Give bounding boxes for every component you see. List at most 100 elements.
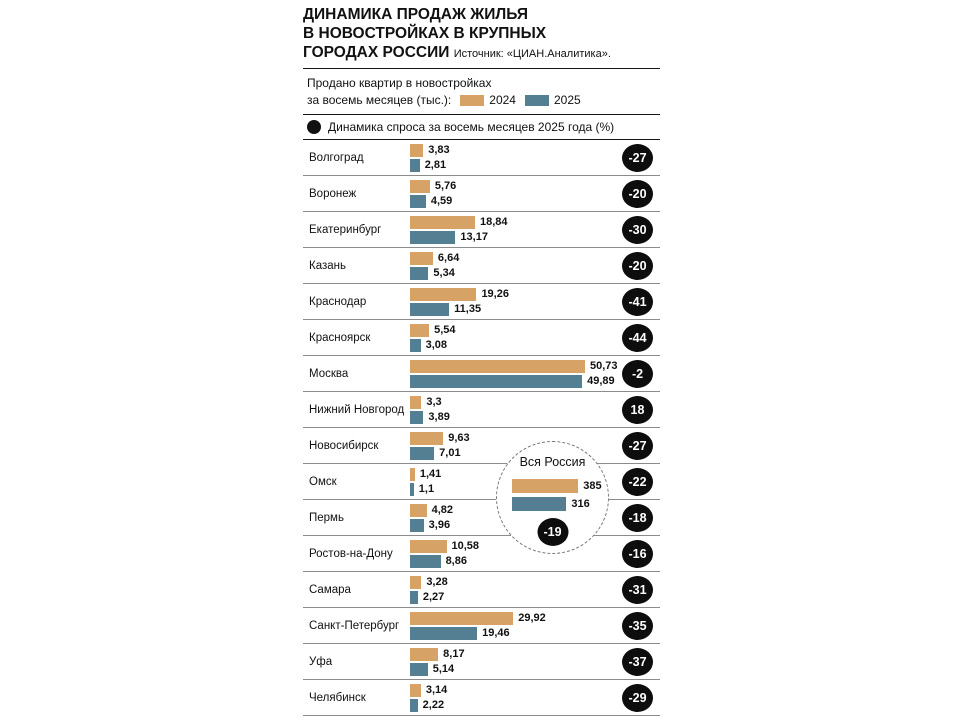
bar-2024: 8,17 [410, 648, 465, 661]
dynamics-badge: -31 [622, 575, 653, 604]
dynamics-badge: -22 [622, 467, 653, 496]
city-row: Уфа 8,17 5,14 -37 [303, 644, 660, 680]
dynamics-badge: -37 [622, 647, 653, 676]
city-row: Екатеринбург 18,84 13,17 -30 [303, 212, 660, 248]
title-line-2: В НОВОСТРОЙКАХ В КРУПНЫХ [303, 25, 547, 42]
bar-value-2024: 19,26 [481, 288, 509, 300]
city-row: Ростов-на-Дону 10,58 8,86 -16 [303, 536, 660, 572]
city-row: Красноярск 5,54 3,08 -44 [303, 320, 660, 356]
russia-inset: Вся Россия 385 316 -19 [496, 441, 609, 554]
bar-2024: 3,83 [410, 144, 450, 157]
bar-value-2025: 11,35 [454, 303, 482, 315]
bar-2025: 7,01 [410, 447, 461, 460]
dynamics-badge: -35 [622, 611, 653, 640]
dynamics-badge: -2 [622, 359, 653, 388]
bar-2024: 3,28 [410, 576, 448, 589]
dynamics-badge: 18 [622, 395, 653, 424]
city-row: Краснодар 19,26 11,35 -41 [303, 284, 660, 320]
inset-bar-2025: 316 [512, 497, 590, 511]
bar-value-2024: 3,14 [425, 684, 448, 696]
bar-2024: 18,84 [410, 216, 508, 229]
bar-value-2025: 13,17 [460, 231, 488, 243]
city-label: Пермь [309, 511, 344, 524]
dynamics-badge: -20 [622, 179, 653, 208]
bar-value-2024: 50,73 [590, 360, 618, 372]
chart-title: ДИНАМИКА ПРОДАЖ ЖИЛЬЯ В НОВОСТРОЙКАХ В К… [303, 0, 660, 64]
bar-value-2025: 7,01 [439, 447, 461, 459]
city-label: Екатеринбург [309, 223, 382, 236]
city-row: Воронеж 5,76 4,59 -20 [303, 176, 660, 212]
city-label: Нижний Новгород [309, 403, 405, 416]
bar-value-2025: 8,86 [445, 555, 467, 567]
bar-value-2025: 4,59 [430, 195, 453, 207]
legend-swatch-2025 [524, 95, 549, 106]
bar-2024: 1,41 [410, 468, 441, 481]
chart-rows: Волгоград 3,83 2,81 -27 Воронеж 5,76 4,59 -20 Ек… [303, 140, 660, 716]
bar-2024: 29,92 [410, 612, 546, 625]
bar-2024: 5,54 [410, 324, 456, 337]
bar-2024: 5,76 [410, 180, 456, 193]
title-line-1: ДИНАМИКА ПРОДАЖ ЖИЛЬЯ [303, 6, 528, 23]
dynamics-badge: -20 [622, 251, 653, 280]
bar-value-2024: 3,3 [426, 396, 442, 408]
inset-value-2024: 385 [583, 480, 602, 492]
bar-value-2024: 6,64 [437, 252, 460, 264]
dynamics-badge: -41 [622, 287, 653, 316]
bar-2025: 2,22 [410, 699, 444, 712]
city-row: Волгоград 3,83 2,81 -27 [303, 140, 660, 176]
legend-dynamics: Динамика спроса за восемь месяцев 2025 г… [303, 115, 660, 139]
bar-2024: 6,64 [410, 252, 459, 265]
bar-2024: 9,63 [410, 432, 470, 445]
bar-value-2025: 3,89 [428, 411, 450, 423]
inset-title: Вся Россия [519, 455, 586, 469]
bar-value-2025: 2,27 [422, 591, 445, 603]
bar-2025: 2,27 [410, 591, 444, 604]
bar-value-2024: 18,84 [479, 216, 508, 228]
city-label: Самара [309, 583, 351, 596]
divider [303, 68, 660, 69]
bar-2025: 11,35 [410, 303, 481, 316]
city-row: Омск 1,41 1,1 -22 [303, 464, 660, 500]
legend-bars: Продано квартир в новостройках за восемь… [303, 69, 660, 114]
city-row: Нижний Новгород 3,3 3,89 18 [303, 392, 660, 428]
bar-value-2024: 5,54 [434, 324, 456, 336]
inset-value-2025: 316 [571, 498, 590, 510]
dynamics-badge: -18 [622, 503, 653, 532]
legend-bars-line1: Продано квартир в новостройках [307, 76, 492, 90]
bar-2024: 3,3 [410, 396, 442, 409]
divider [303, 139, 660, 140]
city-label: Санкт-Петербург [309, 619, 400, 632]
inset-dynamics-badge: -19 [537, 518, 568, 546]
dynamics-badge: -16 [622, 539, 653, 568]
bar-2025: 3,96 [410, 519, 450, 532]
city-row: Казань 6,64 5,34 -20 [303, 248, 660, 284]
bar-2024: 50,73 [410, 360, 618, 373]
divider [303, 114, 660, 115]
dynamics-badge: -27 [622, 143, 653, 172]
bar-value-2025: 3,08 [425, 339, 448, 351]
bar-value-2025: 5,34 [433, 267, 455, 279]
city-label: Красноярск [309, 331, 371, 344]
city-row: Санкт-Петербург 29,92 19,46 -35 [303, 608, 660, 644]
bar-2025: 3,08 [410, 339, 447, 352]
bar-value-2024: 8,17 [443, 648, 465, 660]
legend-series-2025-label: 2025 [553, 93, 581, 107]
city-row: Москва 50,73 49,89 -2 [303, 356, 660, 392]
city-label: Челябинск [309, 691, 366, 704]
city-label: Краснодар [309, 295, 367, 308]
title-line-3: ГОРОДАХ РОССИИ [303, 44, 450, 61]
bar-value-2024: 5,76 [434, 180, 457, 192]
bar-value-2024: 4,82 [431, 504, 454, 516]
bar-2025: 8,86 [410, 555, 467, 568]
city-label: Ростов-на-Дону [309, 547, 393, 560]
bar-2024: 3,14 [410, 684, 447, 697]
bar-value-2025: 1,1 [418, 483, 435, 495]
bar-value-2025: 3,96 [428, 519, 451, 531]
dynamics-badge: -29 [622, 683, 653, 712]
bar-2025: 1,1 [410, 483, 434, 496]
city-label: Новосибирск [309, 439, 379, 452]
bar-value-2025: 49,89 [587, 375, 615, 387]
city-label: Казань [309, 259, 346, 272]
bar-2024: 19,26 [410, 288, 509, 301]
dynamics-badge: -30 [622, 215, 653, 244]
